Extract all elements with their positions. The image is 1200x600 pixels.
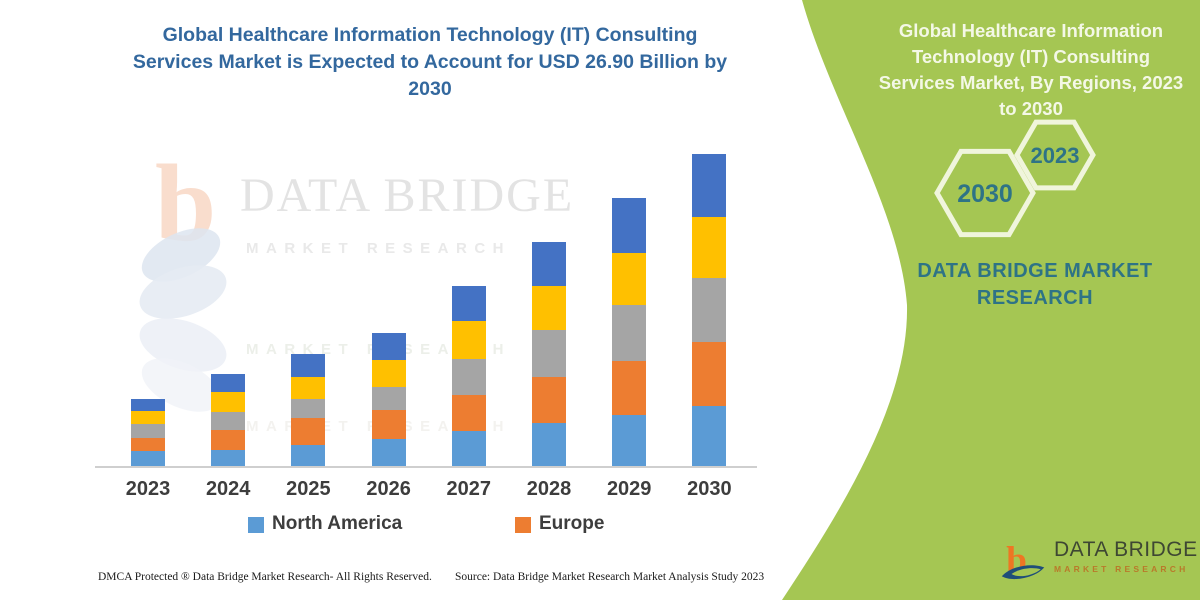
legend-label-europe: Europe bbox=[539, 513, 605, 534]
bar-segment-unlabeled-yellow-2027 bbox=[451, 320, 486, 360]
x-axis-label-2027: 2027 bbox=[446, 478, 492, 500]
hexagon-year-2030: 2030 bbox=[957, 180, 1013, 208]
bar-segment-unlabeled-gray-2024 bbox=[211, 411, 246, 431]
side-panel-brand-text: DATA BRIDGE MARKET RESEARCH bbox=[917, 260, 1153, 309]
stacked-bar-2025 bbox=[291, 353, 326, 466]
bar-segment-unlabeled-dark-blue-2024 bbox=[211, 374, 246, 392]
bar-segment-unlabeled-yellow-2025 bbox=[291, 376, 326, 399]
legend-label-north-america: North America bbox=[272, 513, 403, 534]
x-axis-labels: 2023 2024 2025 2026 2027 2028 2029 2030 bbox=[0, 478, 1200, 508]
bar-segment-unlabeled-gray-2029 bbox=[612, 304, 647, 361]
bar-segment-europe-2029 bbox=[612, 360, 647, 415]
chart-title: Global Healthcare Information Technology… bbox=[132, 24, 728, 100]
bar-segment-north-america-2028 bbox=[532, 423, 566, 466]
databridge-logo: b DATA BRIDGE MARKET RESEARCH bbox=[1000, 538, 1198, 588]
bar-segment-unlabeled-dark-blue-2028 bbox=[532, 242, 566, 287]
bar-segment-unlabeled-gray-2030 bbox=[692, 278, 727, 342]
bar-segment-unlabeled-dark-blue-2026 bbox=[371, 332, 406, 361]
bar-segment-europe-2024 bbox=[211, 430, 246, 450]
bar-segment-unlabeled-yellow-2026 bbox=[371, 360, 406, 388]
bar-segment-unlabeled-yellow-2024 bbox=[211, 391, 246, 412]
green-panel-shape bbox=[782, 0, 1200, 600]
dmca-footer-text: DMCA Protected ® Data Bridge Market Rese… bbox=[98, 571, 432, 583]
bar-segment-europe-2030 bbox=[692, 341, 727, 406]
year-hexagons-icon bbox=[934, 119, 1096, 238]
logo-text-marketresearch: MARKET RESEARCH bbox=[1054, 564, 1189, 574]
bar-segment-europe-2028 bbox=[532, 376, 566, 424]
bar-segment-unlabeled-yellow-2030 bbox=[692, 216, 727, 279]
stacked-bar-2027 bbox=[451, 286, 486, 466]
bar-segment-north-america-2026 bbox=[371, 439, 406, 466]
stacked-bar-2024 bbox=[211, 374, 246, 466]
bar-segment-north-america-2023 bbox=[131, 450, 165, 466]
x-axis-label-2023: 2023 bbox=[125, 478, 171, 500]
watermark-logo-icon: b bbox=[139, 142, 227, 412]
x-axis-label-2029: 2029 bbox=[606, 478, 652, 500]
stacked-bar-2030 bbox=[692, 154, 727, 466]
legend-swatch-europe bbox=[515, 517, 531, 533]
x-axis-label-2024: 2024 bbox=[205, 478, 251, 500]
hexagon-2023 bbox=[1014, 119, 1096, 191]
bar-segment-europe-2026 bbox=[371, 410, 406, 440]
bar-segment-unlabeled-yellow-2023 bbox=[131, 411, 165, 425]
bar-segment-unlabeled-gray-2026 bbox=[371, 387, 406, 411]
bar-segment-europe-2025 bbox=[291, 418, 326, 446]
bar-segment-north-america-2030 bbox=[692, 405, 727, 466]
x-axis-label-2030: 2030 bbox=[687, 478, 732, 500]
x-axis-label-2026: 2026 bbox=[366, 478, 411, 500]
bar-segment-north-america-2024 bbox=[211, 449, 246, 466]
bar-segment-europe-2023 bbox=[131, 438, 165, 451]
bar-segment-north-america-2029 bbox=[612, 415, 647, 466]
stacked-bar-2028 bbox=[532, 242, 566, 466]
stacked-bar-2026 bbox=[371, 332, 406, 466]
bar-segment-north-america-2025 bbox=[291, 445, 326, 466]
bar-segment-unlabeled-yellow-2028 bbox=[532, 286, 566, 331]
bar-segment-north-america-2027 bbox=[451, 431, 486, 466]
stacked-bar-2029 bbox=[612, 198, 647, 466]
watermark-text-marketresearch: MARKET RESEARCH bbox=[246, 240, 512, 257]
bar-segment-unlabeled-dark-blue-2030 bbox=[692, 154, 727, 217]
legend-swatch-north-america bbox=[248, 517, 264, 533]
side-panel-title: Global Healthcare Information Technology… bbox=[878, 20, 1184, 119]
legend-item-europe: Europe bbox=[515, 513, 604, 535]
hexagon-2030 bbox=[934, 148, 1036, 238]
plot-area bbox=[95, 150, 757, 468]
bar-segment-unlabeled-dark-blue-2025 bbox=[291, 353, 326, 377]
source-footer-text: Source: Data Bridge Market Research Mark… bbox=[455, 571, 765, 583]
bar-segment-unlabeled-gray-2028 bbox=[532, 330, 566, 377]
bar-segment-unlabeled-dark-blue-2029 bbox=[612, 198, 647, 253]
bar-segment-unlabeled-gray-2025 bbox=[291, 398, 326, 419]
bar-segment-europe-2027 bbox=[451, 395, 486, 432]
bar-segment-unlabeled-dark-blue-2027 bbox=[451, 286, 486, 321]
x-axis-label-2028: 2028 bbox=[526, 478, 572, 500]
databridge-logo-icon: b bbox=[1001, 540, 1045, 581]
hexagon-year-2023: 2023 bbox=[1030, 143, 1080, 168]
bar-segment-unlabeled-gray-2023 bbox=[131, 424, 165, 439]
bar-segment-unlabeled-yellow-2029 bbox=[612, 252, 647, 305]
stacked-bar-2023 bbox=[131, 398, 165, 466]
bar-segment-unlabeled-gray-2027 bbox=[451, 359, 486, 396]
watermark-text-databridge: DATA BRIDGE bbox=[240, 169, 575, 222]
bar-segment-unlabeled-dark-blue-2023 bbox=[131, 398, 165, 412]
legend-item-north-america: North America bbox=[248, 513, 402, 535]
x-axis-label-2025: 2025 bbox=[286, 478, 331, 500]
logo-text-databridge: DATA BRIDGE bbox=[1054, 538, 1198, 561]
